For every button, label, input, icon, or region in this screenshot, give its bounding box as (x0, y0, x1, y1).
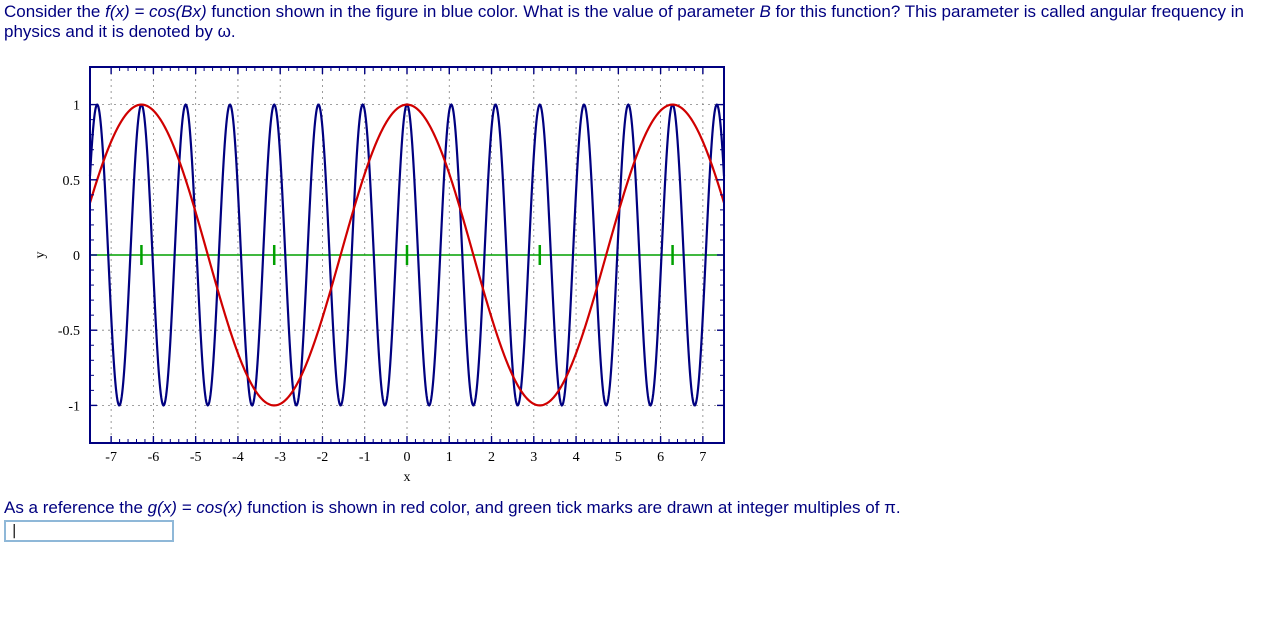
svg-text:-3: -3 (274, 450, 286, 465)
f-gx: g(x) = cos(x) (148, 498, 243, 517)
svg-text:-0.5: -0.5 (58, 324, 80, 339)
svg-text:-1: -1 (359, 450, 371, 465)
svg-text:7: 7 (699, 450, 706, 465)
svg-text:0.5: 0.5 (63, 174, 81, 189)
svg-text:0: 0 (404, 450, 411, 465)
svg-text:x: x (404, 470, 411, 485)
q-B: B (759, 2, 770, 21)
svg-text:0: 0 (73, 249, 80, 264)
svg-text:1: 1 (73, 98, 80, 113)
svg-text:-1: -1 (68, 399, 80, 414)
svg-text:-6: -6 (148, 450, 160, 465)
answer-input[interactable] (4, 520, 174, 542)
question-text: Consider the f(x) = cos(Bx) function sho… (0, 0, 1280, 43)
q-fx: f(x) = cos(Bx) (105, 2, 207, 21)
svg-text:y: y (33, 251, 48, 258)
svg-text:1: 1 (446, 450, 453, 465)
svg-text:6: 6 (657, 450, 664, 465)
svg-text:-4: -4 (232, 450, 244, 465)
q-part1: Consider the (4, 2, 105, 21)
svg-text:3: 3 (530, 450, 537, 465)
f-part1: As a reference the (4, 498, 148, 517)
svg-text:-2: -2 (317, 450, 329, 465)
svg-text:5: 5 (615, 450, 622, 465)
svg-text:-7: -7 (105, 450, 117, 465)
svg-text:4: 4 (573, 450, 580, 465)
svg-text:2: 2 (488, 450, 495, 465)
f-part2: function is shown in red color, and gree… (243, 498, 901, 517)
q-part2: function shown in the figure in blue col… (207, 2, 760, 21)
footer-text: As a reference the g(x) = cos(x) functio… (0, 498, 1280, 518)
cosine-chart: -7 -6 -5 -4 -3 -2 -1 0 1 2 3 4 5 6 7 -1 -0.5 0 0.5 1 x y (20, 51, 740, 491)
chart-container: -7 -6 -5 -4 -3 -2 -1 0 1 2 3 4 5 6 7 -1 -0.5 0 0.5 1 x y (20, 51, 1280, 496)
svg-text:-5: -5 (190, 450, 202, 465)
